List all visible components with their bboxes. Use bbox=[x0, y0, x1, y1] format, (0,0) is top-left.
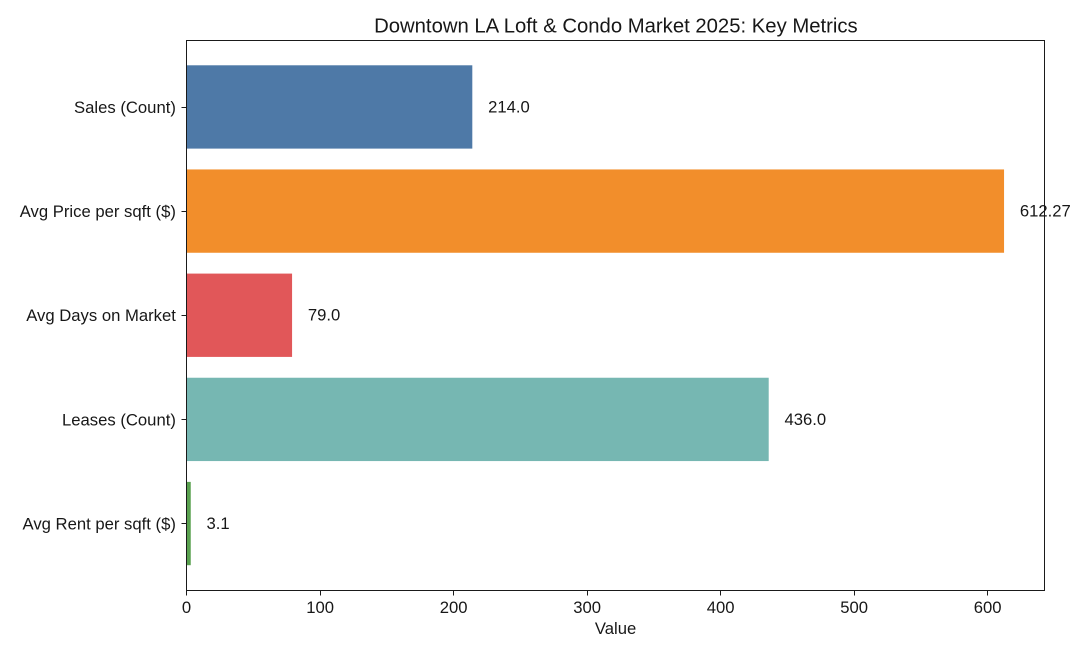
svg-text:Value: Value bbox=[595, 619, 636, 638]
svg-text:200: 200 bbox=[440, 598, 468, 617]
svg-text:214.0: 214.0 bbox=[488, 97, 530, 116]
svg-text:3.1: 3.1 bbox=[207, 514, 230, 533]
svg-text:100: 100 bbox=[306, 598, 334, 617]
svg-text:Avg Price per sqft ($): Avg Price per sqft ($) bbox=[20, 202, 176, 221]
svg-text:79.0: 79.0 bbox=[308, 306, 340, 325]
svg-text:Avg Rent per sqft ($): Avg Rent per sqft ($) bbox=[23, 514, 176, 533]
svg-text:600: 600 bbox=[974, 598, 1002, 617]
svg-text:500: 500 bbox=[840, 598, 868, 617]
svg-text:Sales (Count): Sales (Count) bbox=[74, 98, 176, 117]
svg-text:400: 400 bbox=[707, 598, 735, 617]
svg-text:Avg Days on Market: Avg Days on Market bbox=[26, 306, 176, 325]
svg-text:300: 300 bbox=[573, 598, 601, 617]
svg-text:0: 0 bbox=[182, 598, 191, 617]
svg-text:Leases (Count): Leases (Count) bbox=[62, 410, 176, 429]
svg-text:Downtown LA Loft & Condo Marke: Downtown LA Loft & Condo Market 2025: Ke… bbox=[374, 15, 858, 37]
svg-text:436.0: 436.0 bbox=[785, 410, 827, 429]
svg-text:612.27: 612.27 bbox=[1020, 201, 1071, 220]
